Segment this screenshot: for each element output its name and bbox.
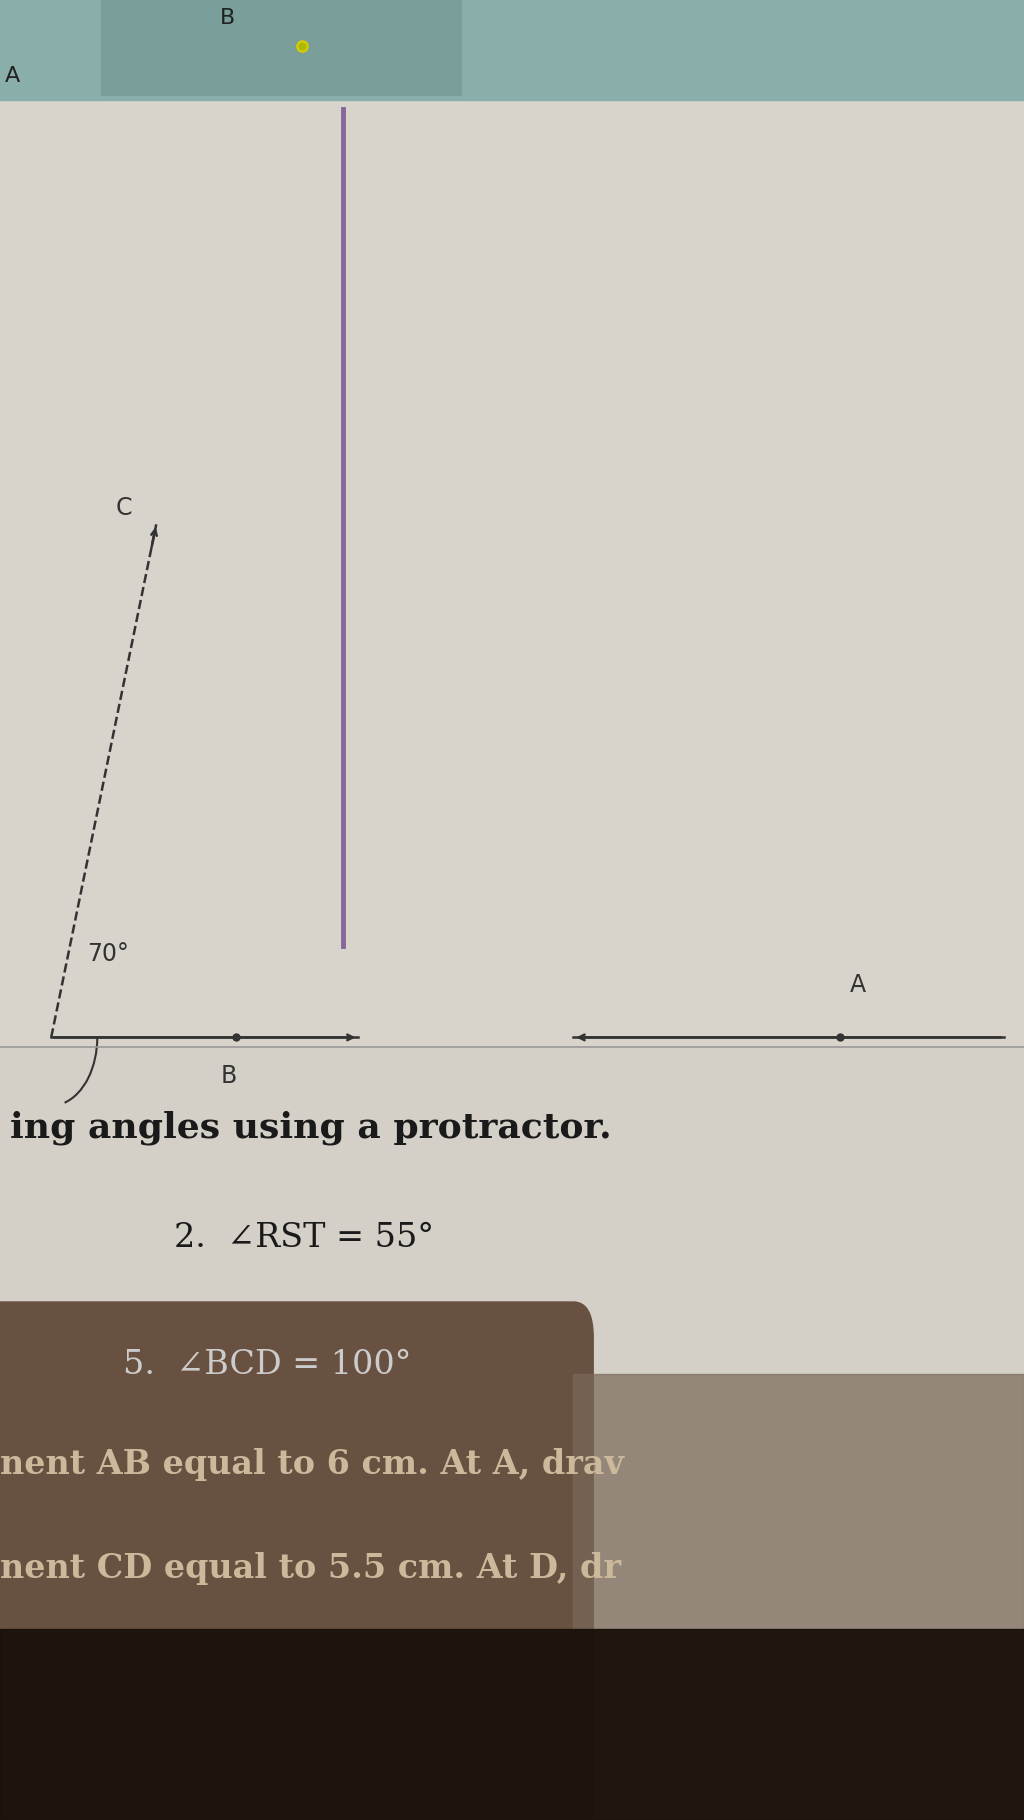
Text: A: A	[5, 66, 20, 86]
Text: nent AB equal to 6 cm. At A, drav: nent AB equal to 6 cm. At A, drav	[0, 1449, 624, 1481]
Bar	[0, 1046, 1024, 1820]
Bar	[0, 1629, 1024, 1820]
Text: B: B	[220, 1065, 237, 1088]
Bar	[0, 0, 1024, 1046]
Text: A: A	[850, 974, 866, 997]
Text: B: B	[220, 7, 236, 27]
Text: 5.  ∠BCD = 100°: 5. ∠BCD = 100°	[123, 1349, 412, 1381]
Text: C: C	[116, 497, 132, 521]
Text: 2.  ∠RST = 55°: 2. ∠RST = 55°	[174, 1221, 434, 1254]
Text: ing angles using a protractor.: ing angles using a protractor.	[10, 1110, 612, 1145]
Text: 70°: 70°	[87, 943, 129, 966]
Bar	[102, 0, 461, 95]
FancyBboxPatch shape	[0, 1301, 594, 1820]
Bar	[0, 0, 1024, 100]
Bar	[573, 1374, 1024, 1820]
Text: nent CD equal to 5.5 cm. At D, dr: nent CD equal to 5.5 cm. At D, dr	[0, 1552, 621, 1585]
